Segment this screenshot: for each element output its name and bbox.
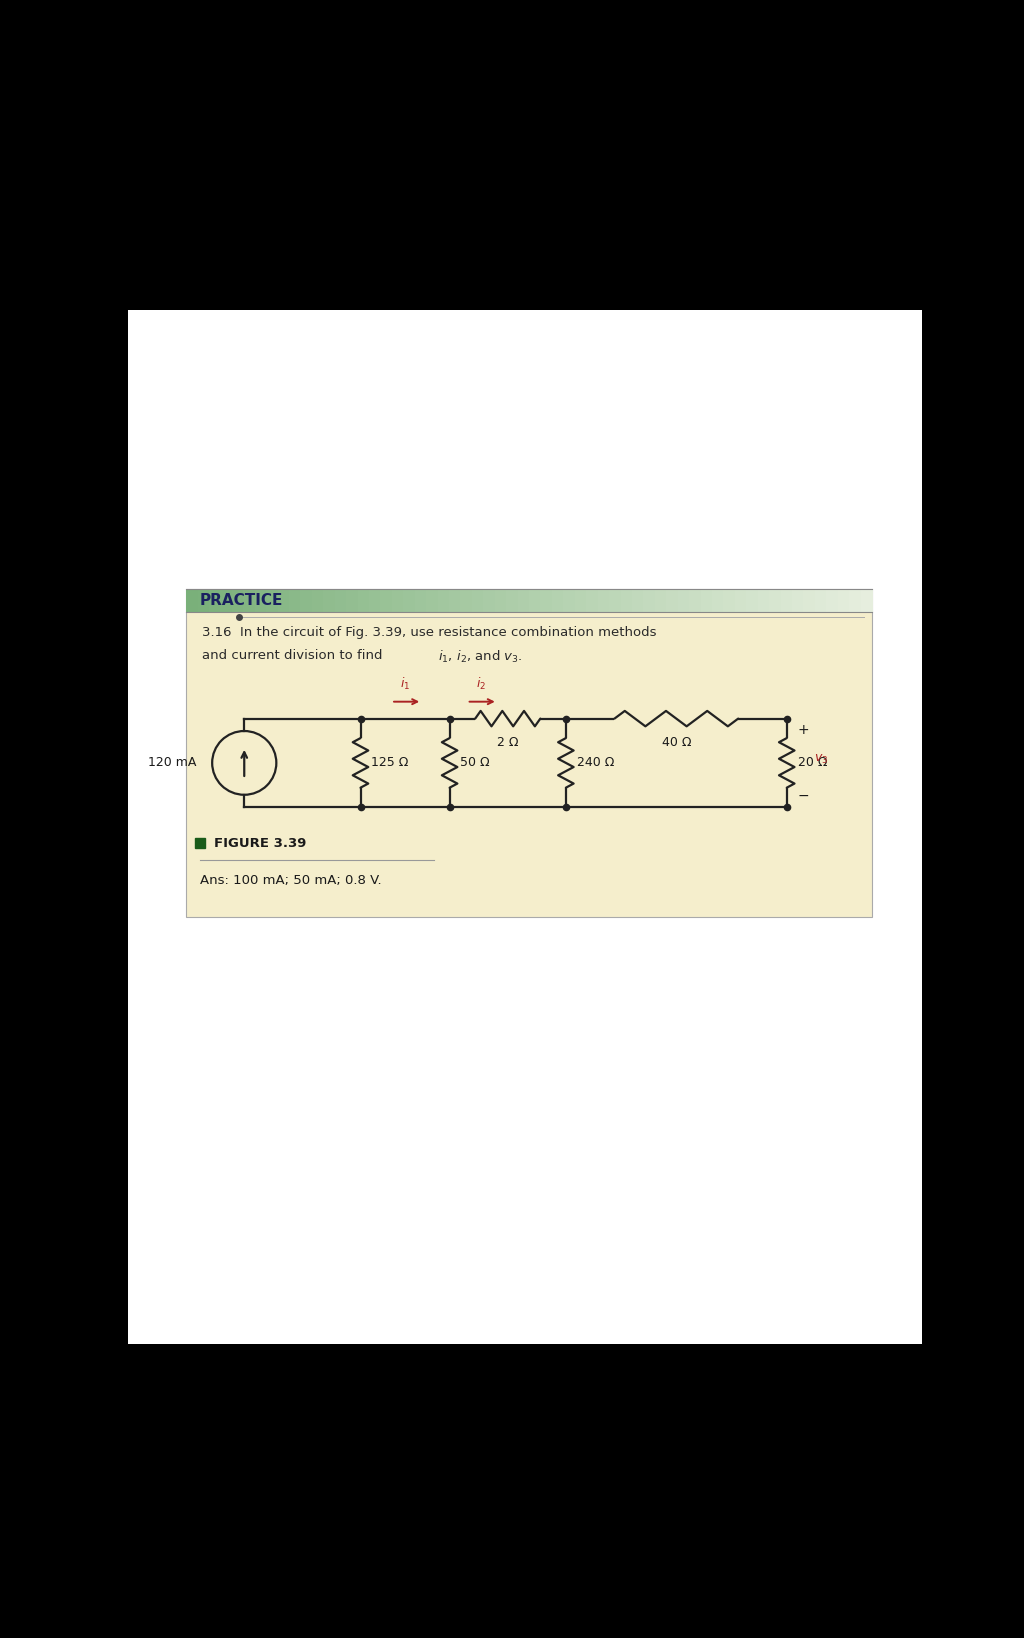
Bar [574, 590, 587, 613]
Bar [335, 590, 347, 613]
Bar [266, 590, 279, 613]
Bar [586, 590, 598, 613]
Bar [209, 590, 221, 613]
Bar [712, 590, 724, 613]
Bar [609, 590, 622, 613]
Bar [450, 590, 461, 613]
Bar [289, 590, 301, 613]
Bar [654, 590, 667, 613]
Bar [346, 590, 358, 613]
Bar [849, 590, 861, 613]
Bar [415, 590, 427, 613]
FancyBboxPatch shape [128, 310, 922, 1345]
Text: 20 Ω: 20 Ω [798, 757, 827, 770]
Bar [735, 590, 748, 613]
Text: $v_3$: $v_3$ [814, 752, 828, 765]
Text: 240 Ω: 240 Ω [577, 757, 614, 770]
Text: $i_1$: $i_1$ [400, 675, 411, 691]
Bar [198, 590, 210, 613]
Bar [792, 590, 804, 613]
Bar [723, 590, 735, 613]
Text: 2 Ω: 2 Ω [497, 735, 518, 749]
Bar [461, 590, 473, 613]
Text: $i_2$: $i_2$ [475, 675, 485, 691]
Text: PRACTICE: PRACTICE [200, 593, 284, 608]
Bar [758, 590, 770, 613]
Bar [598, 590, 610, 613]
Bar [255, 590, 267, 613]
Text: +: + [798, 722, 809, 737]
Bar [826, 590, 839, 613]
Bar [392, 590, 404, 613]
Bar [437, 590, 450, 613]
Bar [838, 590, 850, 613]
Bar [621, 590, 633, 613]
Text: and current division to find: and current division to find [202, 649, 386, 662]
Bar [381, 590, 392, 613]
Bar [426, 590, 438, 613]
Bar [300, 590, 312, 613]
Bar [541, 590, 553, 613]
Bar [563, 590, 575, 613]
Text: −: − [798, 788, 809, 803]
Bar [312, 590, 324, 613]
Bar [278, 590, 290, 613]
Bar [403, 590, 416, 613]
Bar [643, 590, 655, 613]
Bar [495, 590, 507, 613]
Text: 40 Ω: 40 Ω [662, 735, 691, 749]
Bar [529, 590, 542, 613]
FancyBboxPatch shape [186, 590, 872, 917]
Text: 125 Ω: 125 Ω [372, 757, 409, 770]
Text: 3.16  In the circuit of Fig. 3.39, use resistance combination methods: 3.16 In the circuit of Fig. 3.39, use re… [202, 626, 656, 639]
Bar [369, 590, 381, 613]
Bar [186, 590, 199, 613]
Bar [552, 590, 564, 613]
Bar [632, 590, 644, 613]
Bar [231, 590, 244, 613]
Bar [769, 590, 781, 613]
Bar [780, 590, 793, 613]
Bar [804, 590, 816, 613]
Bar [324, 590, 336, 613]
Bar [220, 590, 232, 613]
Bar [746, 590, 759, 613]
Text: Ans: 100 mA; 50 mA; 0.8 V.: Ans: 100 mA; 50 mA; 0.8 V. [200, 875, 382, 888]
Bar [244, 590, 255, 613]
Text: $i_1$, $i_2$, and $v_3$.: $i_1$, $i_2$, and $v_3$. [438, 649, 522, 665]
Bar [860, 590, 872, 613]
Bar [472, 590, 484, 613]
Text: 50 Ω: 50 Ω [461, 757, 490, 770]
Bar [700, 590, 713, 613]
Bar [506, 590, 518, 613]
Bar [483, 590, 496, 613]
Bar [667, 590, 679, 613]
Bar [815, 590, 827, 613]
Bar [357, 590, 370, 613]
Bar [689, 590, 701, 613]
Bar [678, 590, 690, 613]
Text: 120 mA: 120 mA [147, 757, 197, 770]
Text: FIGURE 3.39: FIGURE 3.39 [214, 837, 306, 850]
Bar [517, 590, 529, 613]
